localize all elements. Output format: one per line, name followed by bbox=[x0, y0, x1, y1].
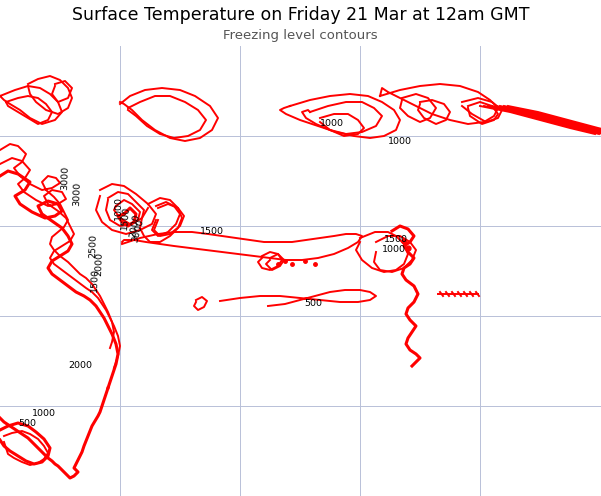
Text: 1500: 1500 bbox=[384, 236, 408, 245]
Text: 3000: 3000 bbox=[60, 166, 70, 190]
Text: 2000: 2000 bbox=[94, 252, 104, 276]
Text: 3000: 3000 bbox=[72, 182, 82, 206]
Text: 1000: 1000 bbox=[320, 120, 344, 128]
Text: Surface Temperature on Friday 21 Mar at 12am GMT: Surface Temperature on Friday 21 Mar at … bbox=[72, 6, 529, 24]
Text: 500: 500 bbox=[304, 299, 322, 308]
Text: 2000: 2000 bbox=[128, 213, 141, 239]
Text: 1500: 1500 bbox=[90, 268, 100, 292]
Text: 1000: 1000 bbox=[382, 246, 406, 254]
Text: 1500: 1500 bbox=[200, 228, 224, 237]
Text: 3000: 3000 bbox=[130, 218, 145, 244]
Text: 500: 500 bbox=[18, 420, 36, 429]
Text: 1000: 1000 bbox=[32, 410, 56, 419]
Text: Freezing level contours: Freezing level contours bbox=[223, 29, 378, 42]
Text: 2000: 2000 bbox=[68, 362, 92, 371]
Text: 1000: 1000 bbox=[388, 137, 412, 146]
Text: 2500: 2500 bbox=[88, 234, 98, 258]
Text: 1500: 1500 bbox=[120, 206, 131, 230]
Text: 1000: 1000 bbox=[114, 196, 123, 220]
